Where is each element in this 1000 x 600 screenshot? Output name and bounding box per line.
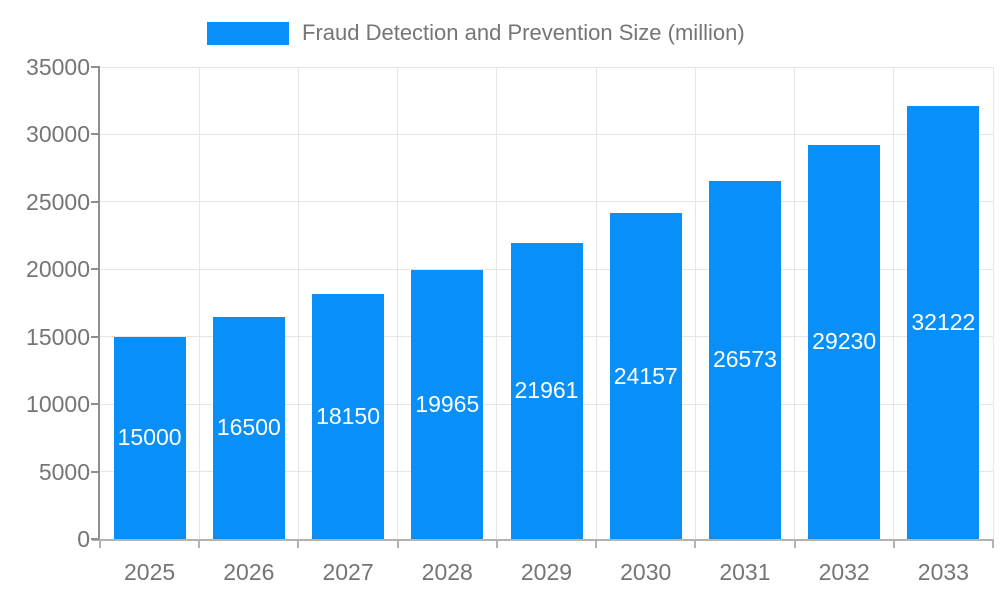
x-axis-label: 2028	[421, 559, 473, 585]
bar-2029: 21961	[510, 242, 583, 539]
y-axis-label: 0	[77, 526, 90, 552]
y-axis-label: 10000	[26, 391, 90, 418]
bar-value-label: 21961	[514, 377, 579, 404]
y-tick	[91, 470, 100, 473]
v-gridline	[893, 67, 895, 539]
bar-value-label: 16500	[216, 414, 281, 441]
y-tick	[91, 200, 100, 203]
x-axis-label: 2032	[818, 559, 870, 585]
y-tick	[91, 66, 100, 68]
bar-value-label: 24157	[613, 362, 678, 389]
bar-value-label: 29230	[812, 328, 877, 355]
x-axis-line	[92, 539, 993, 541]
v-gridline	[297, 67, 299, 539]
bar-2028: 19965	[411, 269, 484, 539]
x-tick	[198, 539, 201, 548]
v-gridline	[694, 67, 696, 539]
plot-area: 15000 16500 18150 19965 21961 24157 26573 29230…	[91, 66, 994, 548]
x-tick	[793, 539, 796, 548]
legend-swatch	[207, 21, 289, 45]
x-axis-label: 2029	[520, 559, 573, 585]
h-gridline	[100, 66, 993, 68]
v-gridline	[198, 67, 200, 539]
x-axis-label: 2033	[917, 559, 969, 585]
legend: Fraud Detection and Prevention Size (mil…	[207, 20, 745, 46]
bar-2033: 32122	[907, 105, 980, 539]
bar-2031: 26573	[708, 180, 781, 539]
y-tick	[91, 335, 100, 338]
bar-value-label: 26573	[712, 346, 777, 373]
v-gridline	[794, 67, 796, 539]
legend-label: Fraud Detection and Prevention Size (mil…	[302, 20, 745, 45]
bar-value-label: 18150	[316, 403, 381, 430]
x-tick	[495, 539, 498, 548]
y-tick	[91, 403, 100, 406]
y-tick	[91, 538, 100, 540]
x-tick	[595, 539, 598, 548]
y-axis-label: 5000	[38, 458, 90, 485]
y-tick	[91, 268, 100, 271]
bar-2030: 24157	[609, 213, 682, 539]
y-axis-label: 20000	[26, 256, 90, 283]
v-gridline	[992, 67, 994, 539]
bar-value-label: 19965	[415, 390, 480, 417]
v-gridline	[397, 67, 399, 539]
y-axis-label: 35000	[26, 54, 90, 80]
bar-2027: 18150	[312, 294, 385, 539]
bar-2032: 29230	[808, 144, 881, 539]
y-axis-label: 15000	[26, 323, 90, 350]
x-axis-label: 2031	[719, 559, 771, 585]
h-gridline	[100, 201, 993, 203]
x-tick	[297, 539, 300, 548]
x-axis-label: 2027	[322, 559, 374, 585]
y-axis-line	[98, 67, 100, 539]
x-tick	[694, 539, 697, 548]
bar-value-label: 32122	[911, 308, 976, 335]
h-gridline	[100, 133, 993, 135]
x-axis-label: 2026	[223, 559, 275, 585]
x-tick	[99, 539, 101, 548]
x-tick	[892, 539, 895, 548]
x-tick	[992, 539, 994, 548]
y-axis-label: 30000	[26, 121, 90, 148]
x-axis-label: 2025	[124, 559, 176, 585]
v-gridline	[496, 67, 498, 539]
v-gridline	[595, 67, 597, 539]
x-tick	[396, 539, 399, 548]
bar-value-label: 15000	[117, 424, 182, 451]
y-tick	[91, 133, 100, 136]
y-axis-label: 25000	[26, 188, 90, 215]
x-axis-label: 2030	[620, 559, 672, 585]
bar-2025: 15000	[113, 336, 186, 539]
bar-2026: 16500	[212, 316, 285, 539]
